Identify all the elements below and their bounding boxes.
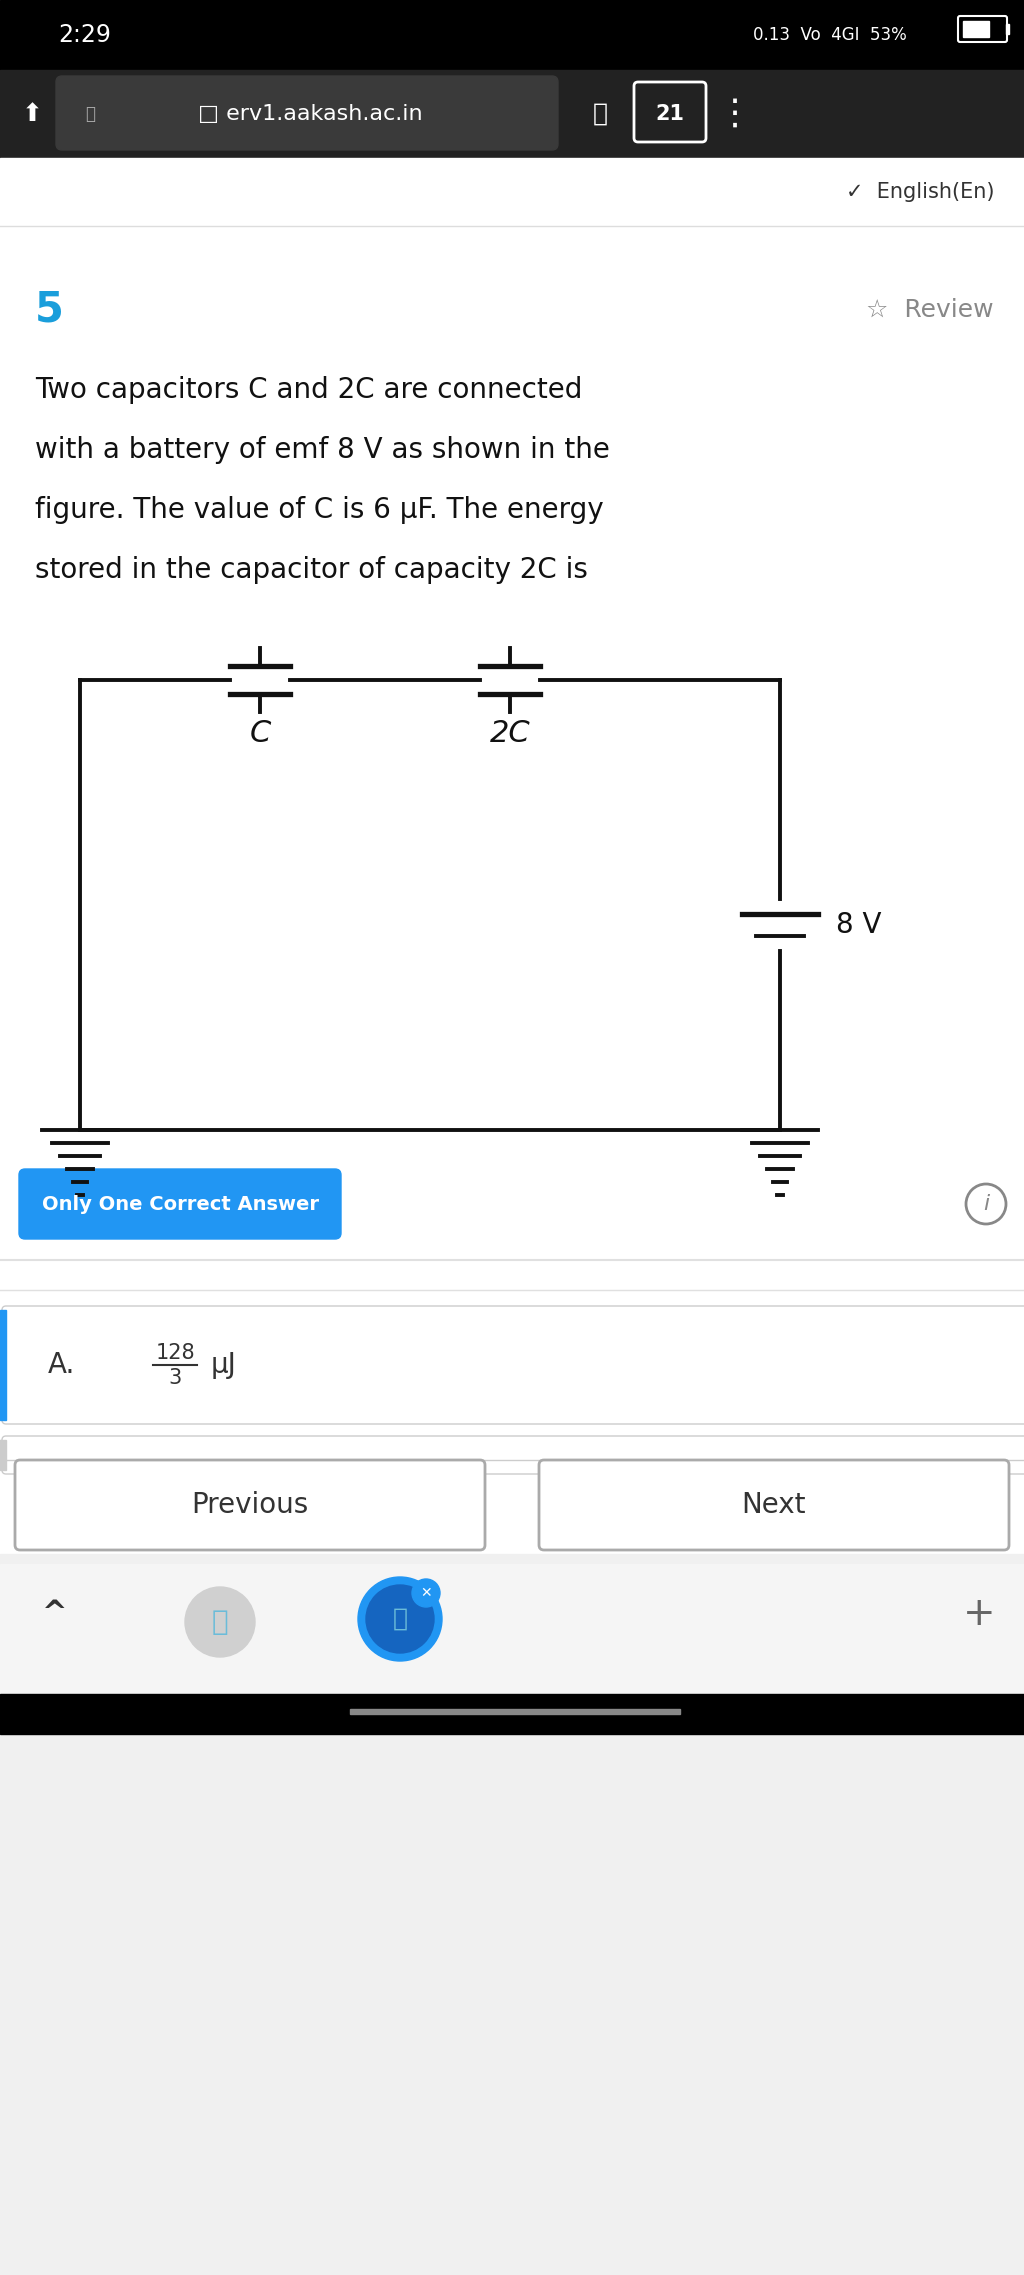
Bar [0, 157, 1024, 1674]
Text: 5: 5 [35, 289, 63, 330]
Bar [963, 20, 989, 36]
Text: Only One Correct Answer: Only One Correct Answer [42, 1194, 318, 1213]
Text: A.: A. [48, 1351, 76, 1379]
Bar [1006, 25, 1009, 34]
Bar [0, 71, 1024, 157]
Text: 0.13  Vo  4GⅠ  53%: 0.13 Vo 4GⅠ 53% [753, 25, 907, 43]
Bar [0, 0, 1024, 71]
Text: 🔒: 🔒 [85, 105, 95, 123]
Text: ☆  Review: ☆ Review [866, 298, 994, 323]
Text: with a battery of emf 8 V as shown in the: with a battery of emf 8 V as shown in th… [35, 437, 610, 464]
Text: 🎤: 🎤 [593, 102, 607, 125]
Text: ^: ^ [42, 1599, 68, 1629]
FancyBboxPatch shape [2, 1436, 1024, 1474]
Circle shape [412, 1579, 440, 1606]
Text: C: C [250, 719, 270, 748]
Bar [0, 1563, 1024, 1695]
Bar [0, 1695, 1024, 1734]
Circle shape [358, 1577, 442, 1661]
Text: ✕: ✕ [420, 1586, 432, 1599]
Text: 2:29: 2:29 [58, 23, 112, 48]
Text: +: + [963, 1595, 995, 1633]
FancyBboxPatch shape [2, 1306, 1024, 1424]
Text: 🧑: 🧑 [392, 1606, 408, 1631]
Bar [350, 1709, 680, 1713]
Text: 8 V: 8 V [836, 910, 882, 940]
Bar [0, 1310, 6, 1420]
Bar [0, 1554, 1024, 2275]
Text: ⋮: ⋮ [717, 98, 753, 132]
Text: stored in the capacitor of capacity 2C is: stored in the capacitor of capacity 2C i… [35, 555, 588, 585]
FancyBboxPatch shape [56, 75, 558, 150]
Text: ⬆: ⬆ [22, 102, 43, 125]
FancyBboxPatch shape [15, 1461, 485, 1549]
Text: 2C: 2C [489, 719, 530, 748]
Text: 3: 3 [168, 1367, 181, 1388]
Text: figure. The value of C is 6 μF. The energy: figure. The value of C is 6 μF. The ener… [35, 496, 603, 523]
Text: i: i [983, 1194, 989, 1215]
Text: 🧑: 🧑 [212, 1608, 228, 1636]
FancyBboxPatch shape [19, 1169, 341, 1240]
Text: 21: 21 [655, 105, 684, 125]
Circle shape [366, 1586, 434, 1654]
FancyBboxPatch shape [539, 1461, 1009, 1549]
Text: μJ: μJ [211, 1351, 237, 1379]
Text: Two capacitors C and 2C are connected: Two capacitors C and 2C are connected [35, 375, 583, 405]
Text: Next: Next [741, 1490, 806, 1520]
Text: 128: 128 [156, 1342, 195, 1363]
Circle shape [185, 1588, 255, 1656]
Text: ✓  English(En): ✓ English(En) [846, 182, 994, 202]
Text: □ erv1.aakash.ac.in: □ erv1.aakash.ac.in [198, 105, 422, 125]
Bar [0, 1440, 6, 1470]
Text: Previous: Previous [191, 1490, 308, 1520]
